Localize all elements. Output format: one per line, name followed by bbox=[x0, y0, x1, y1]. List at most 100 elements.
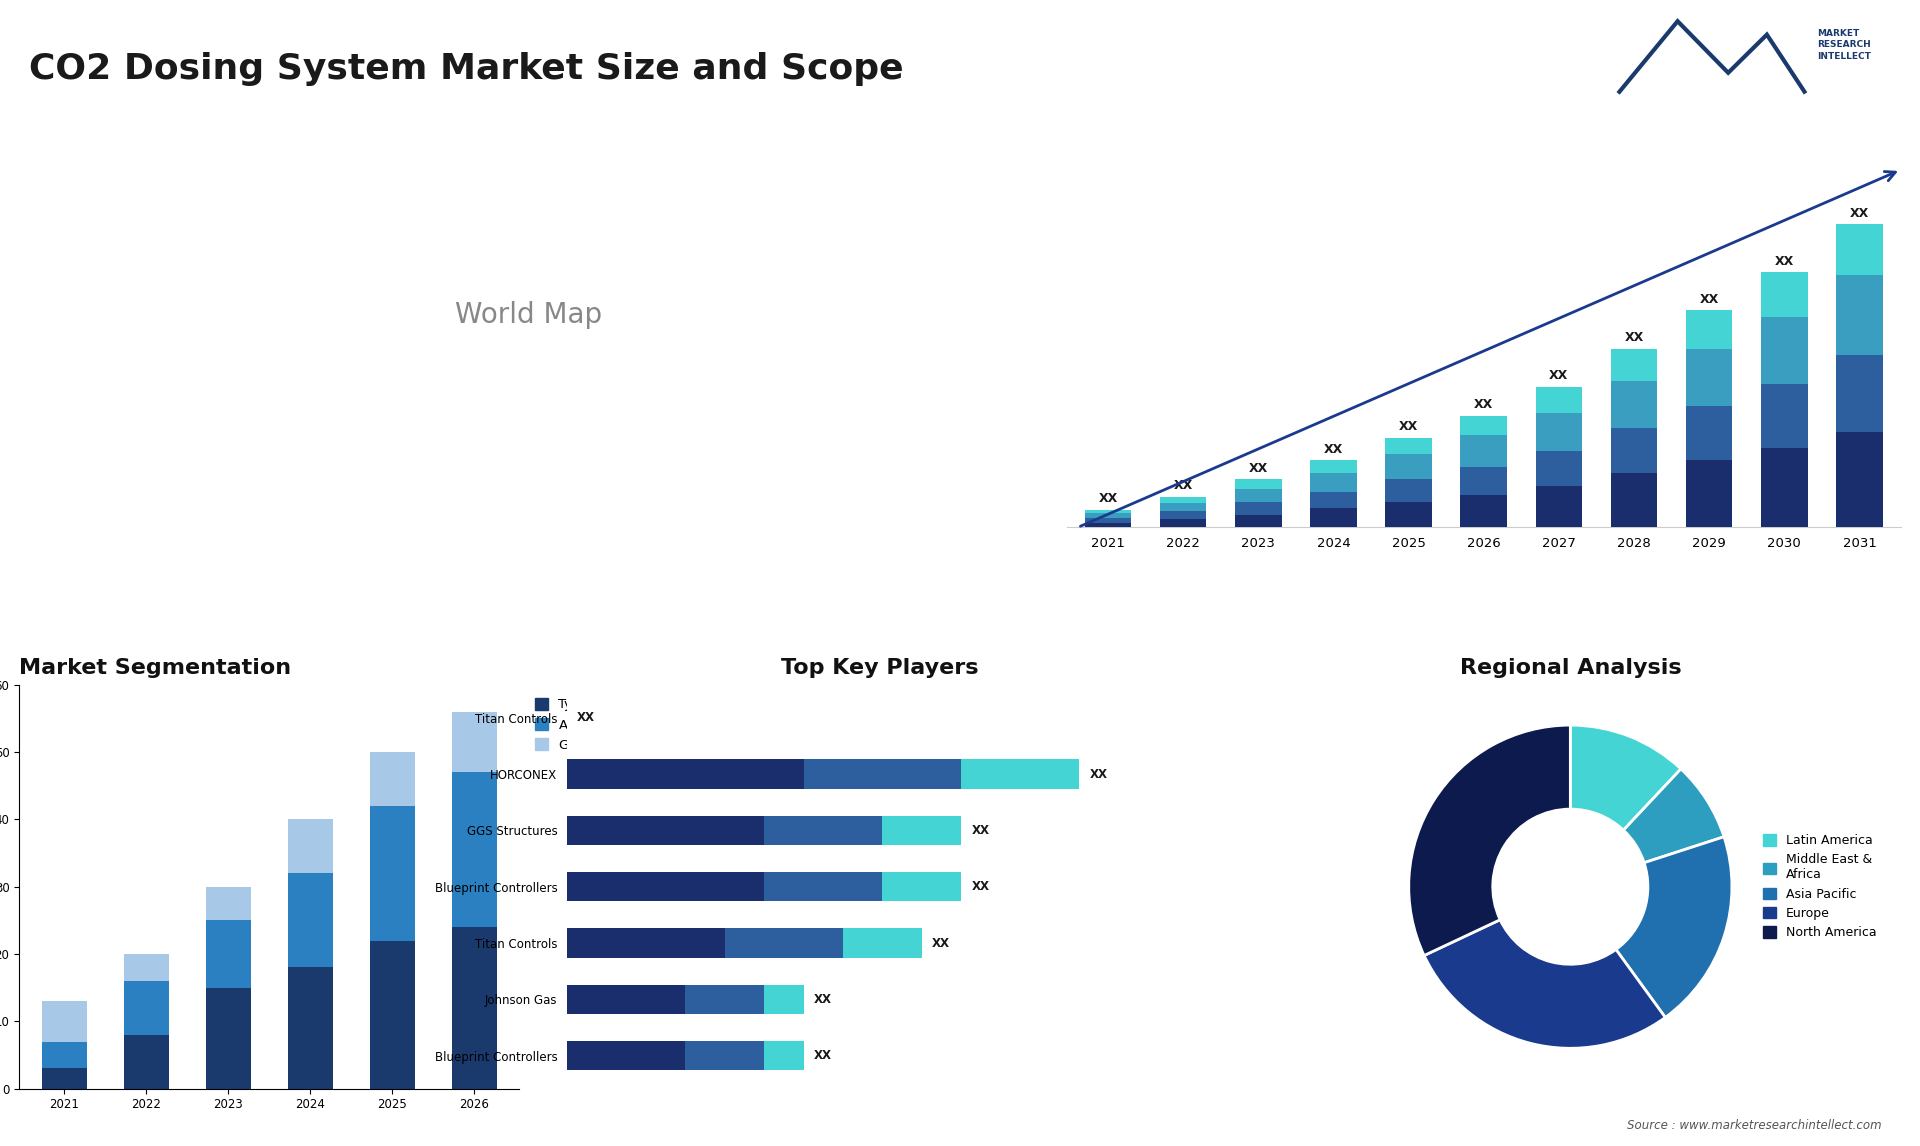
Text: XX: XX bbox=[1323, 442, 1342, 456]
Text: XX: XX bbox=[814, 992, 831, 1006]
Bar bbox=[1235, 489, 1281, 502]
Bar bbox=[1384, 502, 1432, 527]
Bar bbox=[1160, 511, 1206, 519]
Bar bbox=[42, 1002, 86, 1042]
Bar bbox=[764, 1041, 804, 1070]
Legend: Type, Application, Geography: Type, Application, Geography bbox=[530, 693, 639, 756]
Bar bbox=[42, 1042, 86, 1068]
Bar bbox=[566, 816, 764, 845]
Bar bbox=[962, 760, 1079, 788]
Bar bbox=[125, 1035, 169, 1089]
Bar bbox=[1309, 461, 1357, 473]
Text: XX: XX bbox=[1849, 206, 1868, 220]
Bar bbox=[1536, 450, 1582, 486]
Bar bbox=[1536, 387, 1582, 413]
Bar bbox=[205, 920, 252, 988]
Bar bbox=[125, 953, 169, 981]
Bar bbox=[1384, 454, 1432, 479]
Bar bbox=[1461, 434, 1507, 466]
Bar bbox=[1384, 438, 1432, 454]
Bar bbox=[125, 981, 169, 1035]
Bar bbox=[1309, 493, 1357, 508]
Bar bbox=[1686, 461, 1732, 527]
Bar bbox=[566, 984, 685, 1014]
Bar bbox=[371, 941, 415, 1089]
Bar bbox=[1686, 311, 1732, 348]
Text: XX: XX bbox=[1549, 369, 1569, 383]
Bar bbox=[1085, 518, 1131, 523]
Bar bbox=[566, 872, 764, 902]
Text: Source : www.marketresearchintellect.com: Source : www.marketresearchintellect.com bbox=[1626, 1120, 1882, 1132]
Text: XX: XX bbox=[1173, 479, 1192, 493]
Text: XX: XX bbox=[931, 936, 950, 950]
Bar bbox=[883, 816, 962, 845]
Text: XX: XX bbox=[1400, 421, 1419, 433]
Text: XX: XX bbox=[1098, 493, 1117, 505]
Text: World Map: World Map bbox=[455, 301, 603, 329]
Text: XX: XX bbox=[1699, 293, 1718, 306]
Bar bbox=[1836, 275, 1884, 355]
Bar bbox=[1085, 513, 1131, 518]
Bar bbox=[1235, 515, 1281, 527]
Bar bbox=[566, 760, 804, 788]
Bar bbox=[451, 772, 497, 927]
Text: XX: XX bbox=[1475, 398, 1494, 411]
Text: CO2 Dosing System Market Size and Scope: CO2 Dosing System Market Size and Scope bbox=[29, 52, 904, 86]
Bar bbox=[1384, 479, 1432, 502]
Bar bbox=[1761, 273, 1807, 316]
Bar bbox=[288, 873, 332, 967]
Bar bbox=[1686, 348, 1732, 406]
Bar bbox=[1160, 503, 1206, 511]
Bar bbox=[1686, 406, 1732, 461]
Bar bbox=[566, 1041, 685, 1070]
Bar bbox=[843, 928, 922, 958]
Text: Market Segmentation: Market Segmentation bbox=[19, 658, 292, 677]
Bar bbox=[1536, 486, 1582, 527]
Bar bbox=[1085, 510, 1131, 513]
Bar bbox=[451, 927, 497, 1089]
Bar bbox=[288, 967, 332, 1089]
Bar bbox=[451, 712, 497, 772]
Bar bbox=[724, 928, 843, 958]
Bar bbox=[1309, 508, 1357, 527]
Bar bbox=[371, 752, 415, 806]
Wedge shape bbox=[1624, 769, 1724, 863]
Bar bbox=[1085, 523, 1131, 527]
Bar bbox=[1461, 416, 1507, 434]
Bar bbox=[1611, 473, 1657, 527]
Bar bbox=[1309, 473, 1357, 493]
Bar bbox=[804, 760, 962, 788]
Bar bbox=[205, 887, 252, 920]
Bar bbox=[1836, 355, 1884, 432]
Bar bbox=[205, 988, 252, 1089]
Legend: Latin America, Middle East &
Africa, Asia Pacific, Europe, North America: Latin America, Middle East & Africa, Asi… bbox=[1759, 830, 1882, 944]
Bar bbox=[764, 816, 883, 845]
Wedge shape bbox=[1425, 920, 1665, 1049]
Bar bbox=[685, 1041, 764, 1070]
Bar bbox=[1761, 316, 1807, 384]
Text: XX: XX bbox=[1774, 254, 1793, 268]
Bar bbox=[288, 819, 332, 873]
Bar bbox=[685, 984, 764, 1014]
Bar bbox=[1836, 432, 1884, 527]
Title: Top Key Players: Top Key Players bbox=[781, 658, 979, 677]
Text: MARKET
RESEARCH
INTELLECT: MARKET RESEARCH INTELLECT bbox=[1818, 29, 1872, 61]
Bar bbox=[1235, 479, 1281, 489]
Bar bbox=[883, 872, 962, 902]
Text: XX: XX bbox=[972, 824, 989, 837]
Bar bbox=[764, 984, 804, 1014]
Text: XX: XX bbox=[1248, 462, 1267, 474]
Bar bbox=[1611, 348, 1657, 380]
Wedge shape bbox=[1571, 725, 1680, 830]
Bar bbox=[1836, 225, 1884, 275]
Text: XX: XX bbox=[1091, 768, 1108, 780]
Text: XX: XX bbox=[814, 1050, 831, 1062]
Title: Regional Analysis: Regional Analysis bbox=[1459, 658, 1682, 677]
Bar bbox=[1160, 497, 1206, 503]
Bar bbox=[1611, 429, 1657, 473]
Bar bbox=[42, 1068, 86, 1089]
Text: XX: XX bbox=[1624, 331, 1644, 344]
Bar bbox=[764, 872, 883, 902]
Bar bbox=[1761, 384, 1807, 448]
Wedge shape bbox=[1617, 837, 1732, 1018]
